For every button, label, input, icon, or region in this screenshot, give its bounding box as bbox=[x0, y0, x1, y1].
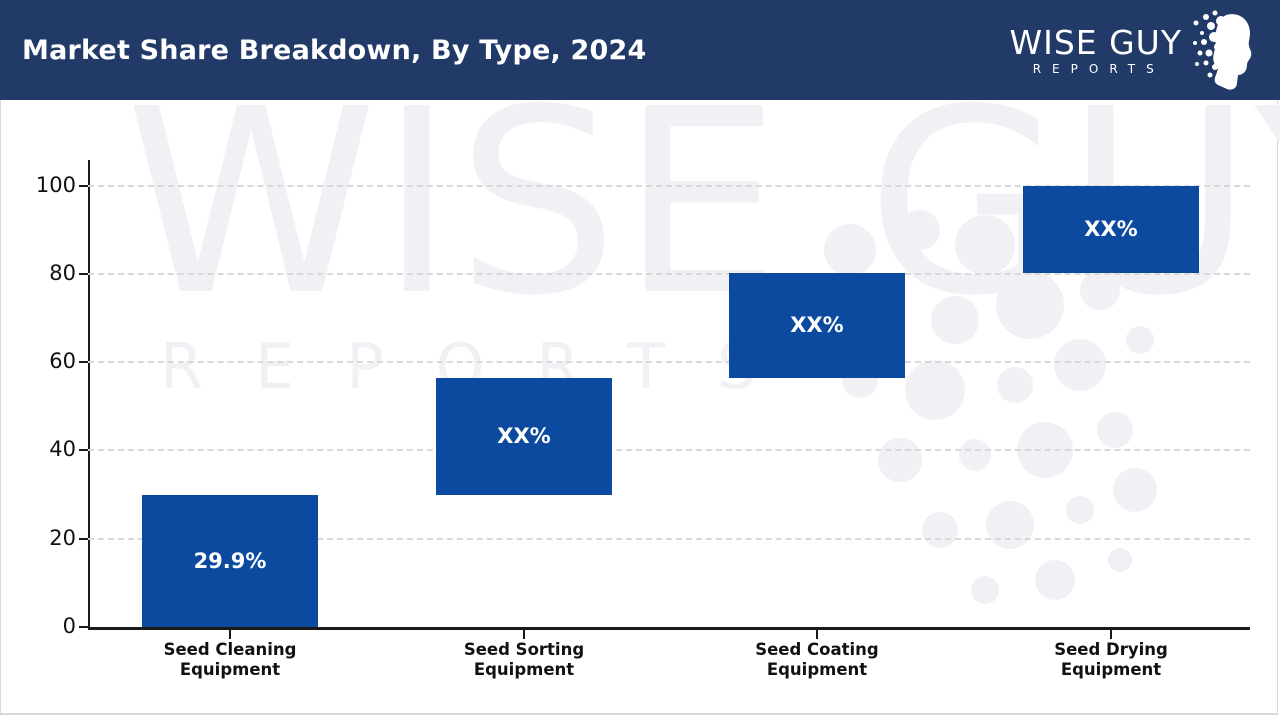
category-label-line: Seed Coating bbox=[755, 640, 879, 659]
category-label-line: Seed Drying bbox=[1054, 640, 1168, 659]
y-tick-label: 100 bbox=[35, 172, 76, 197]
x-tick-mark bbox=[523, 630, 525, 639]
bar-value-label: XX% bbox=[497, 424, 551, 449]
category-label: Seed Drying Equipment bbox=[991, 640, 1231, 680]
brand-wordmark: WISE GUY REPORTS bbox=[1009, 26, 1182, 75]
y-tick-label: 40 bbox=[49, 437, 76, 462]
bar: XX% bbox=[729, 272, 905, 378]
bar: XX% bbox=[436, 377, 612, 495]
y-tick-mark bbox=[79, 626, 88, 628]
category-label-line: Seed Sorting bbox=[463, 640, 585, 659]
brand-subtitle: REPORTS bbox=[1032, 61, 1165, 76]
category-label-line: Equipment bbox=[473, 660, 575, 679]
y-tick-mark bbox=[79, 272, 88, 275]
category-label-line: Seed Cleaning bbox=[163, 640, 297, 659]
y-tick-mark bbox=[79, 184, 88, 187]
y-gridline bbox=[88, 272, 1250, 275]
y-gridline bbox=[88, 449, 1250, 452]
bar: XX% bbox=[1023, 185, 1199, 273]
category-label-line: Equipment bbox=[179, 660, 281, 679]
y-axis-line bbox=[88, 160, 90, 627]
bar-value-label: XX% bbox=[1084, 217, 1138, 242]
y-tick-label: 20 bbox=[49, 525, 76, 550]
bar: 29.9% bbox=[142, 494, 318, 627]
y-tick-mark bbox=[79, 361, 88, 364]
x-tick-mark bbox=[229, 630, 231, 639]
category-label: Seed Coating Equipment bbox=[697, 640, 937, 680]
y-tick-label: 0 bbox=[62, 614, 76, 638]
category-label: Seed Cleaning Equipment bbox=[110, 640, 350, 680]
bar-value-label: 29.9% bbox=[193, 548, 267, 573]
x-tick-mark bbox=[1110, 630, 1112, 639]
x-axis-line bbox=[88, 627, 1250, 630]
chart-title: Market Share Breakdown, By Type, 2024 bbox=[22, 34, 647, 66]
category-label-line: Equipment bbox=[1060, 660, 1162, 679]
wiseguy-head-icon bbox=[1193, 10, 1252, 90]
y-tick-label: 60 bbox=[49, 349, 76, 374]
category-label-line: Equipment bbox=[766, 660, 868, 679]
y-tick-mark bbox=[79, 449, 88, 452]
y-tick-label: 80 bbox=[49, 260, 76, 285]
bar-value-label: XX% bbox=[790, 313, 844, 338]
brand-logo: WISE GUY REPORTS bbox=[1009, 9, 1252, 91]
category-label: Seed Sorting Equipment bbox=[404, 640, 644, 680]
y-gridline bbox=[88, 361, 1250, 364]
brand-name: WISE GUY bbox=[1009, 22, 1182, 62]
x-tick-mark bbox=[816, 630, 818, 639]
header-bar: Market Share Breakdown, By Type, 2024 WI… bbox=[0, 0, 1280, 100]
y-gridline bbox=[88, 184, 1250, 187]
y-tick-mark bbox=[79, 537, 88, 540]
y-gridline bbox=[88, 537, 1250, 540]
